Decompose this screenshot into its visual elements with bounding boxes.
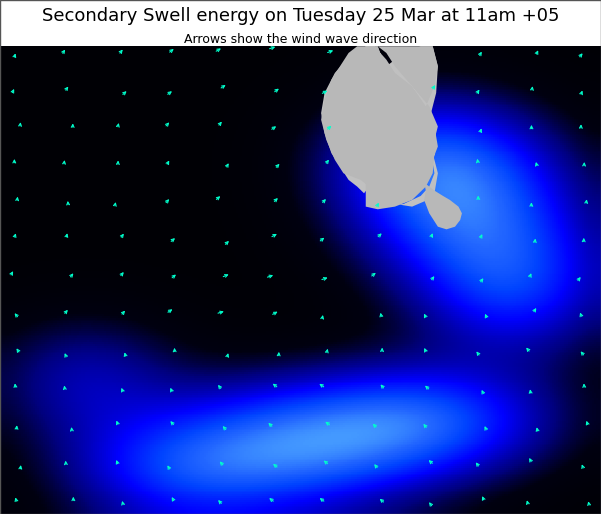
- Text: Secondary Swell energy on Tuesday 25 Mar at 11am +05: Secondary Swell energy on Tuesday 25 Mar…: [41, 7, 560, 25]
- Text: Arrows show the wind wave direction: Arrows show the wind wave direction: [184, 33, 417, 46]
- Polygon shape: [321, 46, 438, 209]
- Polygon shape: [321, 46, 438, 207]
- Polygon shape: [424, 182, 462, 229]
